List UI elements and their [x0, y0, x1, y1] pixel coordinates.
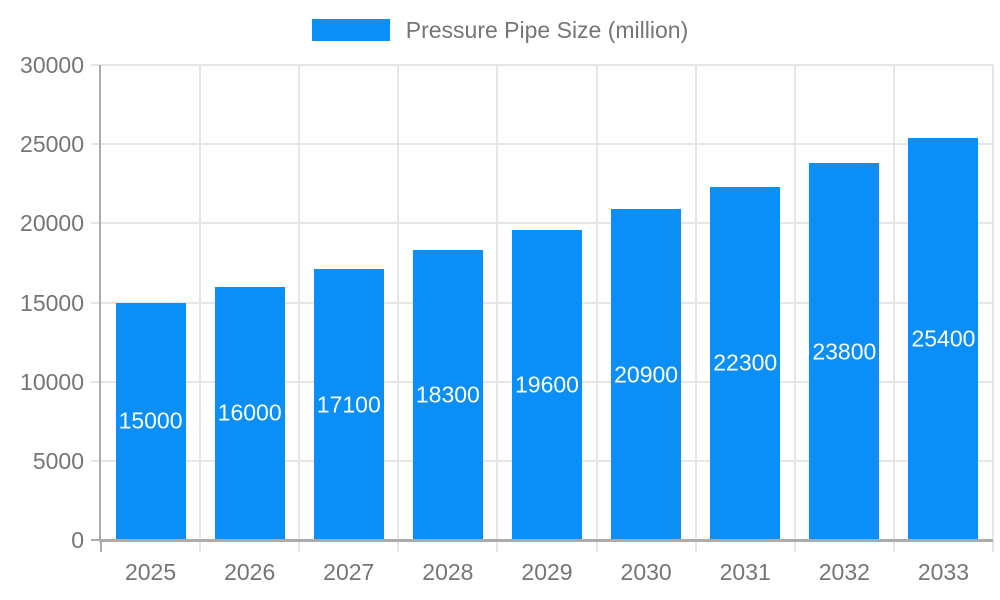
legend-label: Pressure Pipe Size (million) [405, 16, 689, 43]
y-gridline [101, 222, 993, 225]
bar[interactable] [412, 250, 483, 540]
bar-value-label: 25400 [911, 325, 976, 352]
y-axis-line [99, 65, 101, 542]
y-axis-label: 30000 [20, 52, 84, 78]
x-axis-label: 2032 [818, 559, 870, 585]
x-tick-mark [892, 540, 895, 552]
x-tick-mark [397, 540, 400, 552]
bar-value-label: 22300 [713, 349, 778, 376]
y-axis-label: 10000 [20, 368, 84, 395]
x-axis-label: 2028 [422, 559, 474, 585]
y-gridline [101, 143, 993, 146]
y-tick-mark [91, 222, 101, 225]
x-tick-mark [199, 540, 202, 552]
x-tick-mark [595, 540, 598, 552]
y-axis-label: 5000 [32, 447, 84, 474]
x-axis-label: 2026 [224, 559, 276, 585]
y-axis-label: 20000 [20, 210, 84, 237]
y-tick-mark [91, 459, 101, 462]
x-axis-label: 2027 [323, 559, 375, 585]
y-axis-label: 0 [71, 527, 84, 553]
x-gridline [694, 65, 697, 540]
x-tick-mark [100, 540, 102, 552]
bar-value-label: 20900 [614, 361, 679, 388]
y-tick-mark [91, 64, 101, 66]
bar-value-label: 19600 [515, 371, 579, 398]
x-axis-label: 2033 [917, 559, 970, 585]
x-tick-mark [793, 540, 796, 552]
bar[interactable] [115, 302, 186, 540]
x-tick-mark [992, 540, 994, 552]
bar[interactable] [611, 209, 682, 540]
x-gridline [199, 65, 202, 540]
bar[interactable] [512, 229, 582, 540]
y-tick-mark [91, 539, 101, 541]
bar-value-label: 16000 [217, 399, 282, 426]
bar-value-label: 23800 [812, 338, 877, 365]
x-gridline [793, 65, 796, 540]
x-axis-label: 2030 [620, 559, 672, 585]
x-axis-line [99, 539, 993, 542]
bar[interactable] [809, 163, 880, 540]
x-tick-mark [298, 540, 301, 552]
bar-value-label: 15000 [118, 407, 183, 434]
x-gridline [496, 65, 499, 540]
y-axis-label: 15000 [20, 289, 84, 316]
x-gridline [992, 65, 994, 540]
y-axis-label: 25000 [20, 131, 84, 158]
bar[interactable] [710, 186, 781, 540]
x-gridline [298, 65, 301, 540]
y-tick-mark [91, 143, 101, 146]
bar-value-label: 18300 [415, 381, 480, 408]
y-tick-mark [91, 380, 101, 383]
legend[interactable]: Pressure Pipe Size (million) [0, 16, 1000, 44]
legend-swatch [311, 19, 390, 41]
x-tick-mark [496, 540, 499, 552]
x-gridline [595, 65, 598, 540]
y-gridline [101, 64, 993, 66]
x-gridline [892, 65, 895, 540]
x-axis-label: 2025 [124, 559, 177, 585]
x-tick-mark [694, 540, 697, 552]
x-gridline [397, 65, 400, 540]
y-tick-mark [91, 301, 101, 304]
bar[interactable] [214, 286, 285, 540]
x-axis-label: 2031 [719, 559, 771, 585]
bar-value-label: 17100 [316, 391, 381, 418]
bar[interactable] [313, 269, 384, 540]
bar[interactable] [908, 137, 979, 540]
x-axis-label: 2029 [521, 559, 573, 585]
